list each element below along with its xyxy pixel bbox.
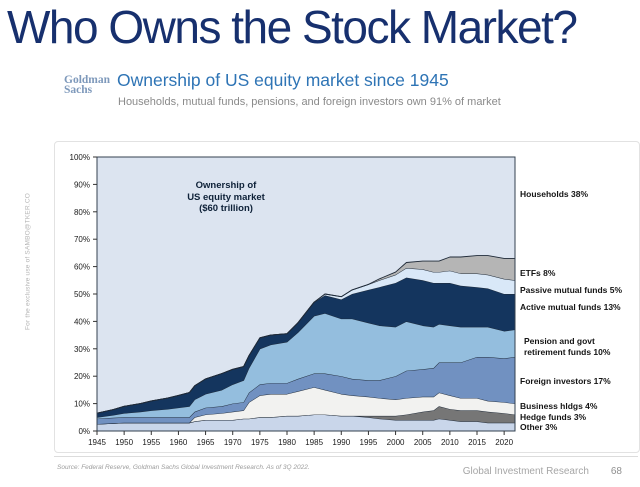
chart-header-subtitle: Households, mutual funds, pensions, and … bbox=[118, 96, 501, 108]
legend-label-business-hldgs: Business hldgs 4% bbox=[520, 401, 598, 411]
legend-label-hedge-funds: Hedge funds 3% bbox=[520, 412, 587, 422]
legend-label-foreign-investors: Foreign investors 17% bbox=[520, 376, 611, 386]
svg-text:10%: 10% bbox=[74, 400, 90, 409]
legend-label-pension-funds: Pension and govt retirement funds 10% bbox=[524, 336, 611, 357]
svg-text:90%: 90% bbox=[74, 180, 90, 189]
svg-text:40%: 40% bbox=[74, 317, 90, 326]
svg-text:1980: 1980 bbox=[278, 438, 296, 447]
svg-text:1985: 1985 bbox=[305, 438, 323, 447]
svg-text:2020: 2020 bbox=[495, 438, 513, 447]
footer-page-number: 68 bbox=[610, 466, 622, 477]
chart-annotation: Ownership of US equity market ($60 trill… bbox=[187, 180, 265, 214]
exclusive-use-watermark: For the exclusive use of SAMBO@TKER.CO bbox=[24, 192, 32, 331]
svg-text:2010: 2010 bbox=[441, 438, 459, 447]
page-title: Who Owns the Stock Market? bbox=[7, 1, 578, 53]
svg-text:80%: 80% bbox=[74, 208, 90, 217]
svg-text:1950: 1950 bbox=[115, 438, 133, 447]
legend-label-etfs: ETFs 8% bbox=[520, 268, 556, 278]
svg-text:0%: 0% bbox=[78, 427, 90, 436]
legend-label-passive-mutual-funds: Passive mutual funds 5% bbox=[520, 285, 623, 295]
svg-text:70%: 70% bbox=[74, 235, 90, 244]
svg-text:1965: 1965 bbox=[197, 438, 215, 447]
legend-label-active-mutual-funds: Active mutual funds 13% bbox=[520, 302, 621, 312]
svg-text:1945: 1945 bbox=[88, 438, 106, 447]
svg-text:60%: 60% bbox=[74, 263, 90, 272]
svg-text:1995: 1995 bbox=[360, 438, 378, 447]
svg-text:100%: 100% bbox=[70, 153, 90, 162]
chart-header-title: Ownership of US equity market since 1945 bbox=[117, 70, 449, 90]
svg-text:1960: 1960 bbox=[170, 438, 188, 447]
footer-divider bbox=[54, 456, 638, 457]
legend-label-households: Households 38% bbox=[520, 189, 589, 199]
ownership-chart-svg: 0% 10% 20% 30% 40% 50% 60% 70% 80% 90% 100% 1945 195… bbox=[70, 153, 516, 447]
svg-text:1975: 1975 bbox=[251, 438, 269, 447]
ownership-chart-figure: 0% 10% 20% 30% 40% 50% 60% 70% 80% 90% 100% 1945 195… bbox=[54, 141, 640, 453]
svg-text:2000: 2000 bbox=[387, 438, 405, 447]
svg-text:1955: 1955 bbox=[142, 438, 160, 447]
logo-line-1: Goldman bbox=[64, 74, 111, 86]
svg-text:20%: 20% bbox=[74, 372, 90, 381]
logo-line-2: Sachs bbox=[64, 84, 93, 96]
goldman-sachs-logo: Goldman Sachs bbox=[64, 74, 111, 96]
svg-text:1990: 1990 bbox=[332, 438, 350, 447]
footer-right: Global Investment Research 68 bbox=[463, 466, 622, 477]
svg-text:50%: 50% bbox=[74, 290, 90, 299]
svg-text:2015: 2015 bbox=[468, 438, 486, 447]
legend-label-other: Other 3% bbox=[520, 422, 558, 432]
source-note: Source: Federal Reserve, Goldman Sachs G… bbox=[57, 464, 310, 471]
footer-department: Global Investment Research bbox=[462, 466, 589, 477]
svg-text:2005: 2005 bbox=[414, 438, 432, 447]
svg-text:30%: 30% bbox=[74, 345, 90, 354]
svg-text:1970: 1970 bbox=[224, 438, 242, 447]
